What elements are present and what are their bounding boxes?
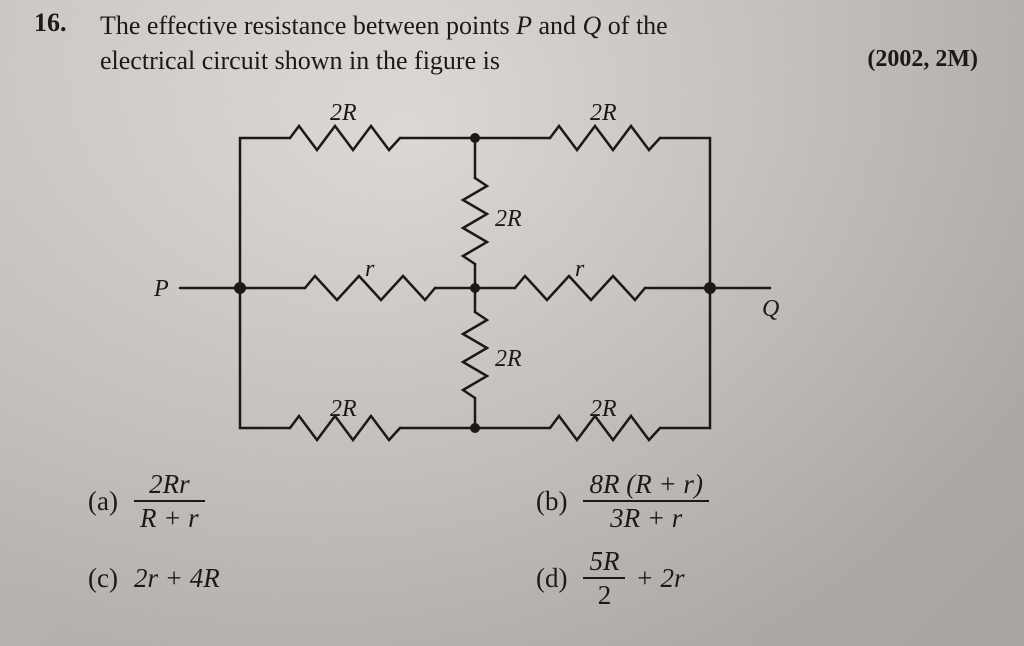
option-d: (d) 5R 2 + 2r [536, 547, 984, 610]
option-d-den: 2 [583, 579, 625, 609]
label-2R-bottom-left: 2R [330, 396, 357, 422]
label-2R-mid-up: 2R [495, 206, 522, 232]
label-r-right: r [575, 256, 585, 282]
option-label: (d) [536, 563, 567, 594]
qtext-seg1: The effective resistance between points [100, 11, 516, 40]
option-label: (a) [88, 486, 118, 517]
option-c: (c) 2r + 4R [88, 547, 536, 610]
label-Q: Q [762, 296, 779, 322]
label-2R-bottom-right: 2R [590, 396, 617, 422]
label-P: P [153, 276, 169, 302]
qtext-line2: electrical circuit shown in the figure i… [100, 46, 500, 75]
option-a-num: 2Rr [134, 470, 205, 502]
circuit-diagram: 2R 2R 2R 2R 2R 2R r r P Q [150, 98, 790, 458]
option-b: (b) 8R (R + r) 3R + r [536, 470, 984, 533]
qtext-seg2: and [532, 11, 583, 40]
option-a: (a) 2Rr R + r [88, 470, 536, 533]
page: 16. The effective resistance between poi… [0, 0, 1024, 646]
variable-P: P [516, 11, 532, 40]
variable-Q: Q [583, 11, 602, 40]
qtext-seg3: of the [601, 11, 667, 40]
label-2R-mid-down: 2R [495, 346, 522, 372]
option-label: (b) [536, 486, 567, 517]
option-c-text: 2r + 4R [134, 563, 220, 594]
option-d-tail: + 2r [635, 563, 684, 594]
label-2R-top-right: 2R [590, 100, 617, 126]
label-r-left: r [365, 256, 375, 282]
option-b-num: 8R (R + r) [583, 470, 708, 502]
option-b-den: 3R + r [583, 502, 708, 532]
option-label: (c) [88, 563, 118, 594]
year-tag: (2002, 2M) [867, 46, 978, 73]
label-2R-top-left: 2R [330, 100, 357, 126]
option-d-num: 5R [583, 547, 625, 579]
question-number: 16. [34, 8, 67, 38]
option-a-den: R + r [134, 502, 205, 532]
question-text: The effective resistance between points … [100, 8, 984, 78]
options: (a) 2Rr R + r (b) 8R (R + r) 3R + r (c) … [88, 470, 984, 623]
